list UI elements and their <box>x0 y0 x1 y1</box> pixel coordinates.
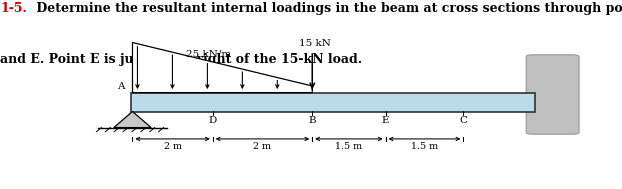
Text: 15 kN: 15 kN <box>299 39 332 48</box>
Text: 1-5.: 1-5. <box>0 2 27 15</box>
Text: D: D <box>208 116 217 125</box>
Text: Determine the resultant internal loadings in the beam at cross sections through : Determine the resultant internal loading… <box>32 2 622 15</box>
FancyBboxPatch shape <box>526 55 579 134</box>
Text: 1.5 m: 1.5 m <box>335 142 363 151</box>
Text: A: A <box>118 82 125 91</box>
Text: 2 m: 2 m <box>254 142 271 151</box>
Text: 1.5 m: 1.5 m <box>411 142 438 151</box>
Text: and E. Point E is just to the right of the 15-kN load.: and E. Point E is just to the right of t… <box>0 53 362 66</box>
Text: 25 kN/m: 25 kN/m <box>186 50 231 58</box>
Text: 2 m: 2 m <box>164 142 182 151</box>
Text: B: B <box>309 116 316 125</box>
FancyBboxPatch shape <box>131 93 535 112</box>
Text: C: C <box>460 116 467 125</box>
Polygon shape <box>132 43 312 93</box>
Polygon shape <box>114 112 151 128</box>
Text: E: E <box>382 116 389 125</box>
